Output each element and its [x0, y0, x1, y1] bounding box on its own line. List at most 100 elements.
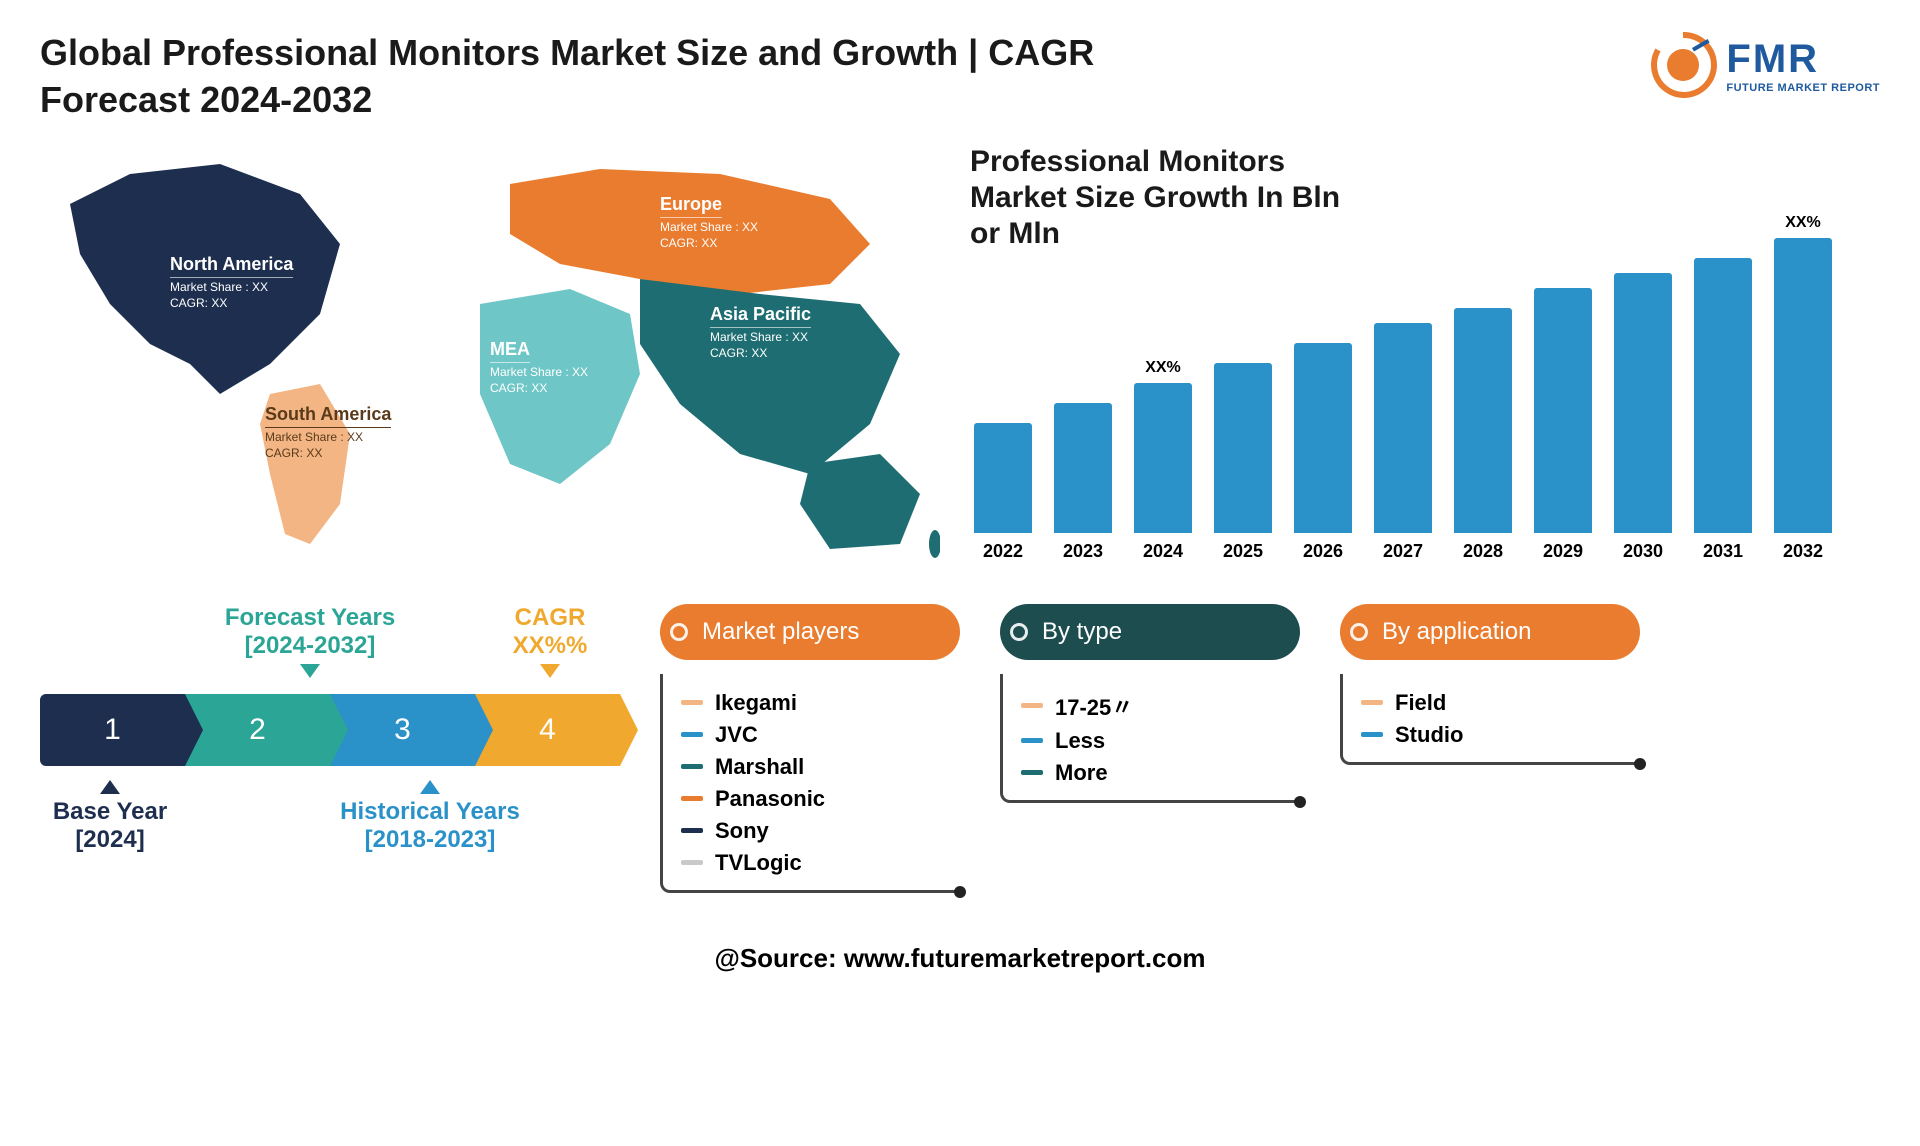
segment-item: JVC: [681, 722, 960, 748]
item-label: Panasonic: [715, 786, 825, 812]
item-dash-icon: [1361, 732, 1383, 737]
forecast-label: Forecast Years[2024-2032] .tl-arrow-down…: [210, 604, 410, 660]
chart-bar: [1534, 288, 1592, 533]
segment-item: 17-25〃: [1021, 690, 1300, 722]
timeline-segment: 1: [40, 694, 185, 766]
label-ap: Asia Pacific Market Share : XX CAGR: XX: [710, 304, 811, 360]
source-attribution: @Source: www.futuremarketreport.com: [40, 943, 1880, 974]
bar-col: 2025: [1210, 363, 1276, 562]
segment-column: By application Field Studio: [1340, 604, 1640, 893]
segment-body: Field Studio: [1340, 674, 1640, 765]
timeline-block: Forecast Years[2024-2032] .tl-arrow-down…: [40, 604, 620, 893]
chart-bar: XX%: [1774, 238, 1832, 533]
segment-title: By application: [1382, 618, 1531, 646]
region-ap-nz: [929, 530, 940, 558]
item-label: Field: [1395, 690, 1446, 716]
cagr-label: CAGRXX%%: [490, 604, 610, 660]
segment-pill: By type: [1000, 604, 1300, 660]
item-dash-icon: [681, 700, 703, 705]
chart-bar: [1054, 403, 1112, 533]
segment-pill: Market players: [660, 604, 960, 660]
chart-bar: [1454, 308, 1512, 533]
historical-label: Historical Years[2018-2023]: [310, 798, 550, 854]
segment-item: Ikegami: [681, 690, 960, 716]
bar-value-label: XX%: [1785, 214, 1821, 232]
bar-col: 2031: [1690, 258, 1756, 562]
item-dash-icon: [681, 796, 703, 801]
chart-bar: XX%: [1134, 383, 1192, 533]
bar-year-label: 2032: [1783, 541, 1823, 562]
chart-title: Professional Monitors Market Size Growth…: [970, 144, 1350, 252]
chart-bar: [1294, 343, 1352, 533]
bar-col: 2029: [1530, 288, 1596, 562]
chart-bar: [1694, 258, 1752, 533]
bar-year-label: 2030: [1623, 541, 1663, 562]
bar-year-label: 2027: [1383, 541, 1423, 562]
segment-column: By type 17-25〃 Less More: [1000, 604, 1300, 893]
chart-bar: [1614, 273, 1672, 533]
label-mea: MEA Market Share : XX CAGR: XX: [490, 339, 588, 395]
bar-year-label: 2029: [1543, 541, 1583, 562]
bar-year-label: 2022: [983, 541, 1023, 562]
timeline-segment: 4: [475, 694, 620, 766]
label-sa: South America Market Share : XX CAGR: XX: [265, 404, 391, 460]
segment-item: Less: [1021, 728, 1300, 754]
pill-dot-icon: [670, 623, 688, 641]
bar-year-label: 2024: [1143, 541, 1183, 562]
item-label: Ikegami: [715, 690, 797, 716]
bar-year-label: 2026: [1303, 541, 1343, 562]
bar-col: 2022: [970, 423, 1036, 562]
brand-logo: FMR FUTURE MARKET REPORT: [1648, 30, 1880, 100]
bar-col: 2028: [1450, 308, 1516, 562]
bar-year-label: 2025: [1223, 541, 1263, 562]
item-dash-icon: [1021, 703, 1043, 708]
item-label: Marshall: [715, 754, 804, 780]
segment-item: TVLogic: [681, 850, 960, 876]
item-label: Studio: [1395, 722, 1463, 748]
item-label: More: [1055, 760, 1108, 786]
timeline-segment: 3: [330, 694, 475, 766]
item-dash-icon: [1021, 770, 1043, 775]
segment-pill: By application: [1340, 604, 1640, 660]
label-na: North America Market Share : XX CAGR: XX: [170, 254, 293, 310]
chart-bar: [974, 423, 1032, 533]
bar-col: XX% 2032: [1770, 238, 1836, 562]
label-eu: Europe Market Share : XX CAGR: XX: [660, 194, 758, 250]
bar-year-label: 2031: [1703, 541, 1743, 562]
item-dash-icon: [681, 860, 703, 865]
segment-column: Market players Ikegami JVC Marshall Panasoni…: [660, 604, 960, 893]
segment-item: Field: [1361, 690, 1640, 716]
item-label: JVC: [715, 722, 758, 748]
page-title: Global Professional Monitors Market Size…: [40, 30, 1240, 124]
chart-bar: [1214, 363, 1272, 533]
segment-item: Panasonic: [681, 786, 960, 812]
pill-dot-icon: [1010, 623, 1028, 641]
item-label: TVLogic: [715, 850, 802, 876]
item-dash-icon: [681, 732, 703, 737]
bar-value-label: XX%: [1145, 359, 1181, 377]
segment-item: More: [1021, 760, 1300, 786]
chart-bar: [1374, 323, 1432, 533]
segment-title: By type: [1042, 618, 1122, 646]
item-dash-icon: [1361, 700, 1383, 705]
bar-col: XX% 2024: [1130, 383, 1196, 562]
item-dash-icon: [681, 828, 703, 833]
segment-item: Marshall: [681, 754, 960, 780]
item-dash-icon: [1021, 738, 1043, 743]
item-label: Less: [1055, 728, 1105, 754]
segment-title: Market players: [702, 618, 859, 646]
base-year-label: Base Year[2024]: [30, 798, 190, 854]
logo-tagline: FUTURE MARKET REPORT: [1726, 82, 1880, 94]
item-label: 17-25〃: [1055, 690, 1133, 722]
bar-col: 2026: [1290, 343, 1356, 562]
item-label: Sony: [715, 818, 769, 844]
pill-dot-icon: [1350, 623, 1368, 641]
bar-col: 2023: [1050, 403, 1116, 562]
bar-col: 2027: [1370, 323, 1436, 562]
world-map: North America Market Share : XX CAGR: XX…: [40, 144, 940, 564]
bar-year-label: 2028: [1463, 541, 1503, 562]
region-ap-aus: [800, 454, 920, 549]
segment-body: Ikegami JVC Marshall Panasonic Sony TVLogic: [660, 674, 960, 893]
segment-item: Studio: [1361, 722, 1640, 748]
bar-year-label: 2023: [1063, 541, 1103, 562]
